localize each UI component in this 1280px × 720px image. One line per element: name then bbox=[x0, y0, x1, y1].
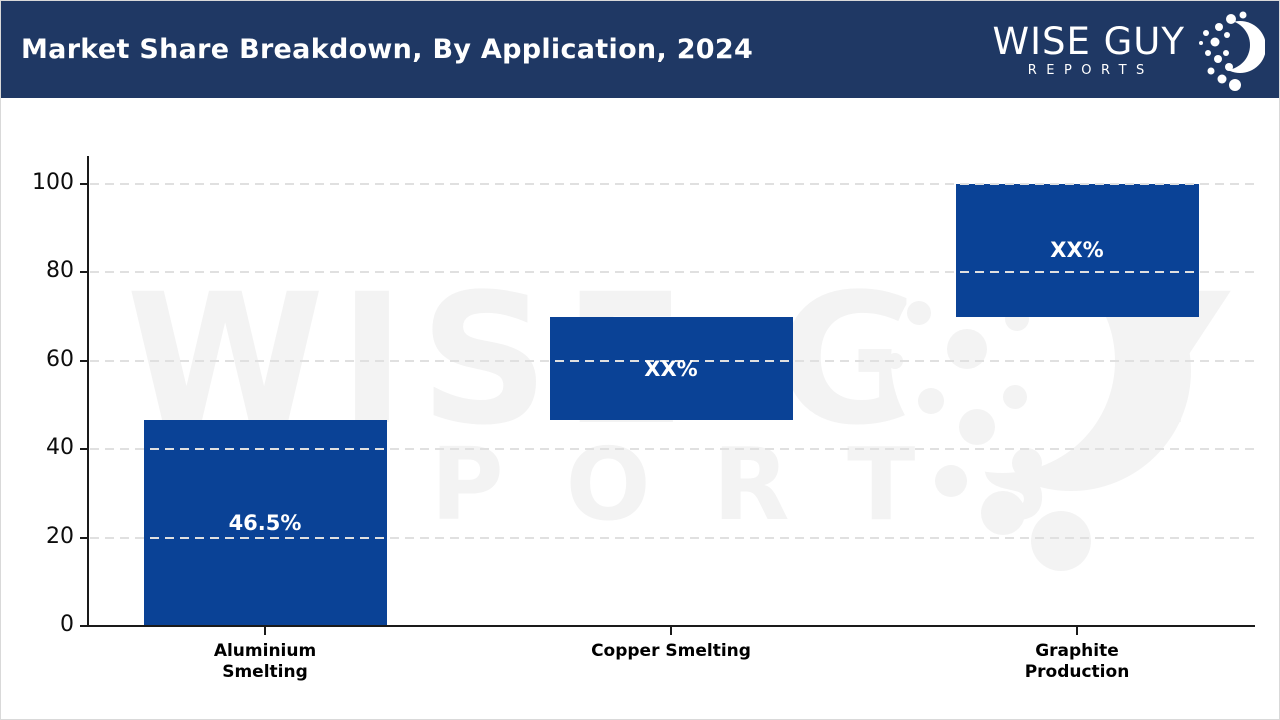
y-tick-label-0: 0 bbox=[60, 612, 74, 637]
y-tick-60 bbox=[80, 359, 88, 362]
bar-value-label: XX% bbox=[1050, 238, 1104, 263]
waterfall-chart: 0 20 40 60 80 100 46.5% Aluminium Smelting XX% Co… bbox=[1, 98, 1279, 719]
logo-subtitle: REPORTS bbox=[1027, 62, 1154, 78]
gridline-100 bbox=[90, 183, 1255, 185]
category-label-1: Copper Smelting bbox=[591, 641, 751, 661]
y-tick-label-100: 100 bbox=[32, 170, 74, 195]
y-tick-label-60: 60 bbox=[46, 346, 74, 372]
y-tick-20 bbox=[80, 536, 88, 539]
gridline-20 bbox=[90, 536, 1255, 539]
x-axis-line bbox=[87, 625, 1255, 627]
y-tick-0 bbox=[80, 625, 88, 627]
logo-text: WISE GUY REPORTS bbox=[993, 23, 1185, 77]
category-label-0: Aluminium Smelting bbox=[213, 641, 317, 683]
gridline-40 bbox=[90, 448, 1255, 451]
logo-face-icon bbox=[1199, 11, 1265, 91]
header-bar: Market Share Breakdown, By Application, … bbox=[1, 1, 1279, 98]
category-label-2: Graphite Production bbox=[1024, 641, 1130, 683]
gridline-80 bbox=[90, 271, 1255, 274]
x-tick-0 bbox=[264, 627, 266, 635]
y-tick-label-80: 80 bbox=[46, 258, 74, 284]
y-tick-40 bbox=[80, 448, 88, 451]
logo-wordmark: WISE GUY bbox=[992, 19, 1185, 63]
bar-value-label: XX% bbox=[644, 356, 698, 381]
bar-value-label: 46.5% bbox=[228, 511, 302, 536]
y-axis-line bbox=[87, 156, 89, 627]
x-tick-2 bbox=[1076, 627, 1078, 635]
page-title: Market Share Breakdown, By Application, … bbox=[21, 34, 754, 65]
y-tick-label-40: 40 bbox=[46, 435, 74, 461]
y-tick-80 bbox=[80, 271, 88, 274]
x-tick-1 bbox=[670, 627, 672, 635]
bar-aluminium-smelting bbox=[143, 420, 387, 626]
y-tick-100 bbox=[80, 183, 88, 185]
wise-guy-reports-logo: WISE GUY REPORTS bbox=[993, 9, 1279, 91]
y-tick-label-20: 20 bbox=[46, 523, 74, 549]
bar-copper-smelting bbox=[549, 316, 793, 421]
gridline-60 bbox=[90, 359, 1255, 362]
